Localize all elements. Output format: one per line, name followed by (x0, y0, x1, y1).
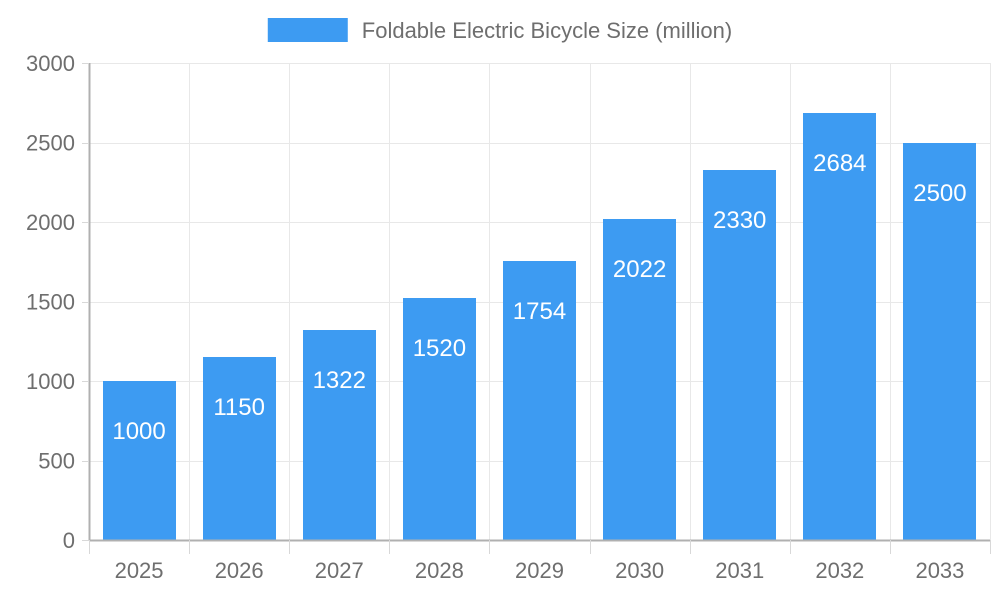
y-axis-tick-label: 3000 (26, 51, 75, 76)
bar-2026[interactable] (203, 357, 276, 540)
bar-2032[interactable] (803, 113, 876, 540)
bar-value-label-2031: 2330 (713, 207, 766, 234)
bar-2030[interactable] (603, 219, 676, 540)
x-axis-tick-label-2026: 2026 (215, 558, 264, 583)
y-axis-tick-label: 0 (63, 528, 75, 553)
bar-2031[interactable] (703, 170, 776, 540)
y-axis-tick-label: 2000 (26, 210, 75, 235)
x-axis-tick-label-2030: 2030 (615, 558, 664, 583)
x-axis-tick-label-2032: 2032 (815, 558, 864, 583)
bar-2033[interactable] (903, 143, 976, 541)
x-axis-tick-label-2027: 2027 (315, 558, 364, 583)
bar-value-label-2028: 1520 (413, 335, 466, 362)
bar-2029[interactable] (503, 261, 576, 540)
y-axis-tick-label: 500 (38, 449, 75, 474)
bar-value-label-2030: 2022 (613, 256, 666, 283)
bar-value-label-2033: 2500 (913, 180, 966, 207)
bar-value-label-2027: 1322 (313, 367, 366, 394)
bars-group (103, 113, 976, 541)
legend-swatch[interactable] (267, 18, 348, 42)
y-axis-tick-label: 2500 (26, 131, 75, 156)
legend-group: Foldable Electric Bicycle Size (million) (267, 18, 732, 43)
bar-value-label-2029: 1754 (513, 298, 566, 325)
bar-2028[interactable] (403, 298, 476, 540)
bar-value-label-2032: 2684 (813, 150, 866, 177)
x-axis-tick-label-2033: 2033 (915, 558, 964, 583)
x-axis-tick-label-2025: 2025 (115, 558, 164, 583)
bar-2027[interactable] (303, 330, 376, 540)
tick-labels-group: 0 500 1000 1500 2000 2500 3000 2025 2026 2027 2028… (26, 51, 964, 583)
x-axis-tick-label-2029: 2029 (515, 558, 564, 583)
bar-2025[interactable] (103, 381, 176, 540)
legend-label-text[interactable]: Foldable Electric Bicycle Size (million) (362, 18, 732, 43)
x-axis-tick-label-2031: 2031 (715, 558, 764, 583)
axis-group (82, 63, 991, 554)
y-axis-tick-label: 1000 (26, 369, 75, 394)
x-axis-tick-label-2028: 2028 (415, 558, 464, 583)
value-labels-group: 1000 1150 1322 1520 1754 2022 2330 2684 2500 (112, 150, 966, 445)
y-axis-tick-label: 1500 (26, 290, 75, 315)
bar-value-label-2025: 1000 (112, 418, 165, 445)
bar-value-label-2026: 1150 (213, 394, 265, 421)
